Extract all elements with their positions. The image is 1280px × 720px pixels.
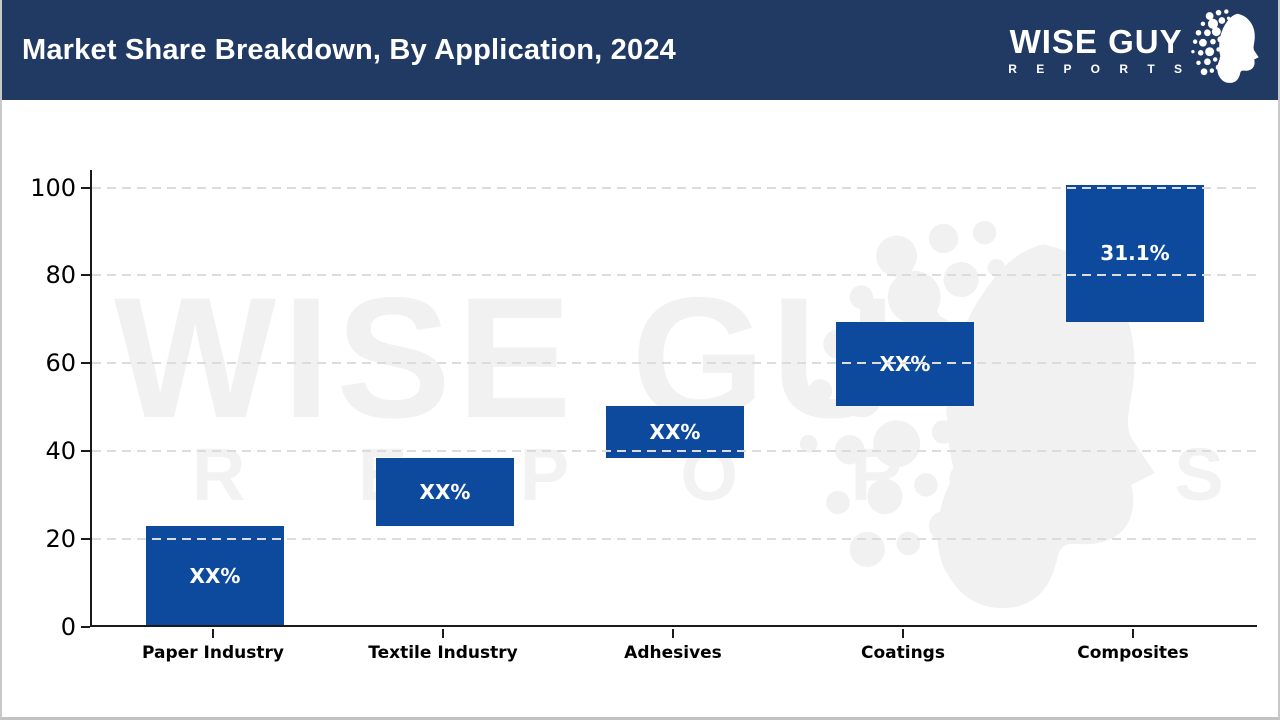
x-tick-mark: [902, 629, 904, 638]
y-tick-label: 100: [30, 173, 76, 202]
bar-value-label: XX%: [419, 479, 471, 504]
x-category-label: Paper Industry: [142, 643, 284, 663]
logo-text: WISE GUY R E P O R T S: [1002, 25, 1190, 76]
bar-value-label: XX%: [189, 563, 241, 588]
y-tick-mark: [81, 362, 90, 365]
x-tick-mark: [212, 629, 214, 638]
x-category-label: Composites: [1077, 643, 1189, 663]
y-tick-label: 80: [45, 261, 76, 290]
x-category-label: Adhesives: [624, 643, 722, 663]
y-tick-label: 40: [45, 437, 76, 466]
x-tick-mark: [672, 629, 674, 638]
y-tick-mark: [81, 538, 90, 541]
y-gridline: [92, 186, 1257, 189]
y-gridline: [92, 362, 1257, 365]
logo-face-icon: [1191, 9, 1259, 83]
y-gridline: [92, 450, 1257, 453]
wise-guy-logo: WISE GUY R E P O R T S: [1002, 7, 1262, 93]
logo-wordmark: WISE GUY: [1009, 22, 1183, 60]
y-gridline: [92, 274, 1257, 277]
y-tick-mark: [81, 450, 90, 453]
x-category-label: Textile Industry: [368, 643, 518, 663]
bar-paper-industry: XX%: [146, 526, 284, 625]
y-tick-mark: [81, 274, 90, 277]
chart-region: WISE GUY R E P O R T S XX% XX% XX% XX% 31.1%…: [2, 100, 1278, 717]
y-gridline: [92, 538, 1257, 541]
x-tick-mark: [442, 629, 444, 638]
bar-textile-industry: XX%: [376, 457, 514, 527]
plot-area: XX% XX% XX% XX% 31.1%: [90, 170, 1257, 627]
logo-subtitle: R E P O R T S: [1008, 61, 1190, 76]
y-tick-label: 60: [45, 349, 76, 378]
bar-value-label: 31.1%: [1100, 241, 1170, 266]
bar-value-label: XX%: [649, 419, 701, 444]
bar-composites: 31.1%: [1066, 185, 1204, 322]
x-category-label: Coatings: [861, 643, 945, 663]
bar-adhesives: XX%: [606, 406, 744, 458]
watermark-face-icon: [799, 220, 1155, 609]
header-bar: Market Share Breakdown, By Application, …: [2, 0, 1278, 100]
y-tick-label: 0: [60, 613, 76, 641]
page-title: Market Share Breakdown, By Application, …: [22, 33, 676, 66]
y-tick-label: 20: [45, 525, 76, 554]
y-tick-mark: [81, 626, 90, 628]
x-tick-mark: [1132, 629, 1134, 638]
y-tick-mark: [81, 186, 90, 189]
